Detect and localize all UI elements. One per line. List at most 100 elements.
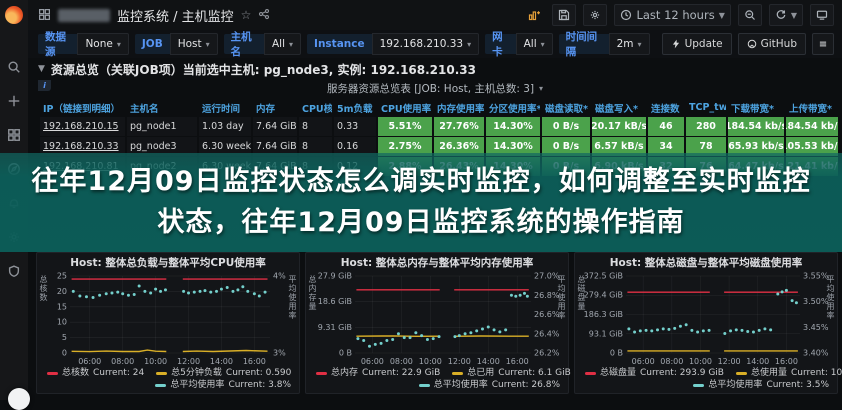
table-cell: pg_node3 (127, 137, 197, 156)
table-cell: 1.03 day (199, 117, 251, 136)
legend-item[interactable]: 总磁盘量 Current: 293.9 GiB (585, 367, 724, 379)
table-cell: 26.36% (434, 137, 484, 156)
variable-value-dropdown[interactable]: None ▾ (77, 33, 129, 55)
variable-chip-1[interactable]: JOB Host ▾ (134, 33, 218, 55)
column-header[interactable]: 内存使用率 (437, 103, 484, 115)
svg-text:10: 10 (57, 318, 67, 327)
column-header[interactable]: CPU使用率 (381, 103, 432, 115)
table-cell: 7.64 GiB (253, 137, 297, 156)
table-cell: pg_node1 (127, 117, 197, 136)
tv-mode-icon[interactable] (810, 4, 834, 26)
dashboards-grid-icon[interactable] (6, 127, 22, 143)
ip-link-cell[interactable]: 192.168.210.15 (40, 117, 125, 136)
chart-legend: 总内存 Current: 22.9 GiB 总已用 Current: 6.1 GiB 总… (306, 367, 571, 393)
table-cell: 8 (299, 117, 332, 136)
update-button[interactable]: Update (661, 33, 732, 55)
share-icon[interactable] (258, 8, 270, 23)
chevron-down-icon: ▼ (718, 10, 725, 20)
svg-text:16:00: 16:00 (775, 357, 798, 366)
legend-item[interactable]: 总内存 Current: 22.9 GiB (316, 367, 440, 379)
favorite-star-icon[interactable]: ☆ (240, 8, 252, 22)
column-header[interactable]: 运行时间 (202, 103, 241, 115)
create-plus-icon[interactable] (6, 93, 22, 109)
variable-label: Instance (307, 34, 372, 54)
legend-item[interactable]: 总已用 Current: 6.1 GiB (452, 367, 571, 379)
svg-text:10:00: 10:00 (689, 357, 712, 366)
dashboard-settings-gear-icon[interactable] (583, 4, 608, 26)
chart-plot: 06:00 08:00 10:00 12:00 14:00 16:00 0 B 93.1 Gi… (584, 272, 829, 367)
ip-link-cell[interactable]: 192.168.210.33 (40, 137, 125, 156)
svg-text:4%: 4% (273, 272, 286, 281)
add-panel-icon[interactable] (523, 5, 545, 25)
breadcrumb[interactable]: 监控系统 / 主机监控 (117, 9, 234, 25)
legend-item[interactable]: 总平均使用率 Current: 3.8% (155, 379, 291, 391)
refresh-interval-caret-icon[interactable]: ▼ (790, 10, 797, 20)
chart-panel-2[interactable]: Host: 整体总磁盘与整体平均磁盘使用率 06:00 08:00 10:00 12:0… (574, 252, 842, 394)
column-header[interactable]: 磁盘写入* (595, 103, 638, 115)
svg-text:06:00: 06:00 (632, 357, 655, 366)
column-header[interactable]: 内存 (256, 103, 276, 115)
save-dashboard-icon[interactable] (552, 4, 577, 26)
menu-hamburger-icon[interactable] (812, 33, 834, 55)
variable-label: JOB (134, 34, 170, 54)
help-bubble[interactable] (8, 388, 30, 410)
chart-legend: 总核数 Current: 24 总5分钟负载 Current: 0.590 总平均使用率… (37, 367, 299, 393)
legend-item[interactable]: 总5分钟负载 Current: 0.590 (156, 367, 291, 379)
column-header[interactable]: 上传带宽* (789, 103, 832, 115)
variable-value-dropdown[interactable]: All ▾ (264, 33, 302, 55)
variable-value-dropdown[interactable]: 2m ▾ (608, 33, 650, 55)
row-section-header[interactable]: ▼ 资源总览（关联JOB项）当前选中主机: pg_node3, 实例: 192.… (28, 58, 842, 80)
column-header[interactable]: 5m负载 (337, 103, 373, 115)
legend-item[interactable]: 总平均使用率 Current: 26.8% (418, 379, 560, 391)
column-header[interactable]: TCP_tw (689, 102, 726, 113)
chart-panel-0[interactable]: Host: 整体总负载与整体平均CPU使用率 06:00 08:00 10:00 12:… (36, 252, 300, 394)
refresh-icon[interactable]: ▼ (768, 4, 803, 26)
variable-chip-0[interactable]: 数据源 None ▾ (38, 31, 129, 58)
dashboard-icon (38, 6, 51, 25)
table-cell: 65.93 kb/s (728, 137, 784, 156)
variable-chip-3[interactable]: Instance 192.168.210.33 ▾ (307, 33, 480, 55)
variable-value-dropdown[interactable]: Host ▾ (169, 33, 218, 55)
column-header[interactable]: 下载带宽* (731, 103, 774, 115)
column-header[interactable]: 主机名 (130, 103, 159, 115)
legend-item[interactable]: 总核数 Current: 24 (47, 367, 144, 379)
table-cell: 0 B/s (542, 137, 590, 156)
panel-info-icon[interactable]: i (38, 80, 51, 91)
svg-text:3.40%: 3.40% (803, 349, 829, 358)
table-cell: 184.54 kb/s (786, 117, 838, 136)
table-cell: 0.33 (334, 117, 376, 136)
column-header[interactable]: 磁盘读取* (545, 103, 588, 115)
variable-chip-2[interactable]: 主机名 All ▾ (223, 31, 302, 58)
banner-title: 往年12月09日监控状态怎么调实时监控，如何调整至实时监控状态，往年12月09日… (31, 166, 811, 238)
panel-menu-caret-icon[interactable]: ▾ (539, 83, 544, 93)
time-range-picker[interactable]: Last 12 hours ▼ (614, 4, 731, 26)
grafana-logo-icon[interactable] (5, 6, 23, 24)
variable-label: 网卡 (485, 31, 516, 58)
table-header-row: IP（链接到明细） 主机名 运行时间 内存 CPU核 5m负载 CPU使用率 内存使用率 分区使… (40, 98, 838, 117)
column-header[interactable]: 连接数 (651, 103, 680, 115)
variable-value-dropdown[interactable]: All ▾ (515, 33, 553, 55)
variable-chip-4[interactable]: 网卡 All ▾ (485, 31, 553, 58)
table-panel-header[interactable]: i 服务器资源总览表 [JOB: Host, 主机总数: 3] ▾ (28, 80, 842, 96)
svg-text:18.6 GiB: 18.6 GiB (318, 297, 352, 306)
legend-item[interactable]: 总平均使用率 Current: 3.5% (693, 379, 829, 391)
column-header[interactable]: 分区使用率* (489, 103, 540, 115)
table-cell: 34 (648, 137, 684, 156)
svg-text:08:00: 08:00 (660, 357, 683, 366)
svg-text:12:00: 12:00 (448, 357, 471, 366)
variable-chip-5[interactable]: 时间间隔 2m ▾ (558, 31, 650, 58)
svg-text:0 B: 0 B (339, 349, 352, 358)
zoom-out-icon[interactable] (737, 4, 762, 26)
chart-panel-1[interactable]: Host: 整体总内存与整体平均内存使用率 06:00 08:00 10:00 12:0… (305, 252, 571, 394)
search-icon[interactable] (6, 59, 22, 75)
svg-text:26.8%: 26.8% (534, 291, 560, 300)
admin-shield-icon[interactable] (6, 263, 22, 279)
svg-text:26.6%: 26.6% (534, 310, 560, 319)
svg-text:3%: 3% (273, 349, 286, 358)
variable-value-dropdown[interactable]: 192.168.210.33 ▾ (371, 33, 480, 55)
github-button[interactable]: GitHub (737, 33, 806, 55)
column-header[interactable]: IP（链接到明细） (43, 103, 120, 115)
table-row: 192.168.210.15 pg_node1 1.03 day 7.64 GiB 8 0… (40, 117, 838, 136)
column-header[interactable]: CPU核 (302, 103, 332, 115)
